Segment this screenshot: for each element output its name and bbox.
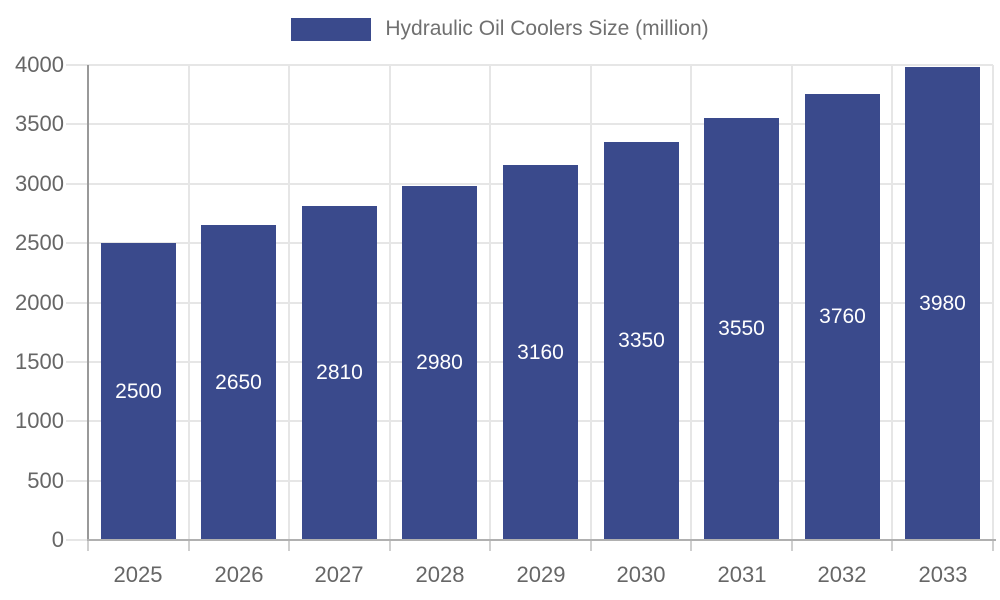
x-axis-tick xyxy=(489,540,491,551)
bar-value-label: 2650 xyxy=(215,370,262,394)
y-axis-label: 3000 xyxy=(15,171,64,196)
bar-value-label: 3350 xyxy=(618,329,665,352)
y-axis-tick xyxy=(66,539,88,541)
y-axis-tick xyxy=(66,302,88,304)
x-gridline xyxy=(188,65,190,540)
y-axis-label: 500 xyxy=(27,468,64,493)
bar-value-label: 3550 xyxy=(718,317,765,340)
y-axis-tick xyxy=(66,64,88,66)
x-axis-label: 2025 xyxy=(113,562,163,587)
x-gridline xyxy=(891,65,893,540)
legend-item[interactable]: Hydraulic Oil Coolers Size (million) xyxy=(0,17,1000,41)
y-axis-label: 1500 xyxy=(15,349,64,374)
x-axis-line xyxy=(87,539,996,541)
bar-2028[interactable]: 2980 xyxy=(402,186,477,540)
x-axis-label: 2028 xyxy=(415,562,465,587)
y-axis-line xyxy=(87,65,89,540)
x-gridline xyxy=(992,65,994,540)
y-axis-label: 1000 xyxy=(15,408,64,433)
bar-2029[interactable]: 3160 xyxy=(503,165,578,540)
y-axis-label: 2000 xyxy=(15,290,64,315)
bar-value-label: 2500 xyxy=(115,379,162,403)
x-gridline xyxy=(590,65,592,540)
x-gridline xyxy=(489,65,491,540)
y-axis-tick xyxy=(66,420,88,422)
x-axis-tick xyxy=(992,540,994,551)
x-axis-tick xyxy=(791,540,793,551)
y-axis-tick xyxy=(66,123,88,125)
x-axis-tick xyxy=(188,540,190,551)
bar-2030[interactable]: 3350 xyxy=(604,142,679,540)
x-axis-label: 2032 xyxy=(817,562,867,587)
y-axis-tick xyxy=(66,480,88,482)
y-axis-tick xyxy=(66,242,88,244)
x-axis-tick xyxy=(590,540,592,551)
bar-value-label: 2980 xyxy=(416,351,463,374)
x-axis-tick xyxy=(891,540,893,551)
x-axis-tick xyxy=(87,540,89,551)
x-axis-label: 2026 xyxy=(214,562,264,587)
y-axis-label: 4000 xyxy=(15,52,64,77)
y-gridline xyxy=(88,123,993,125)
x-gridline xyxy=(791,65,793,540)
y-axis-label: 0 xyxy=(51,527,64,552)
bar-2032[interactable]: 3760 xyxy=(805,94,880,540)
y-axis-label: 2500 xyxy=(15,230,64,255)
y-axis-tick xyxy=(66,361,88,363)
x-axis-label: 2027 xyxy=(314,562,364,587)
y-axis-tick xyxy=(66,183,88,185)
x-gridline xyxy=(389,65,391,540)
x-axis-tick xyxy=(389,540,391,551)
legend-label: Hydraulic Oil Coolers Size (million) xyxy=(385,17,709,40)
bar-value-label: 3980 xyxy=(919,291,966,315)
x-axis-label: 2029 xyxy=(516,562,566,587)
x-axis-label: 2030 xyxy=(616,562,666,587)
bar-2026[interactable]: 2650 xyxy=(201,225,276,540)
x-axis-label: 2031 xyxy=(717,562,767,587)
x-gridline xyxy=(690,65,692,540)
y-axis-label: 3500 xyxy=(15,111,64,136)
legend-swatch xyxy=(291,17,372,41)
bar-2033[interactable]: 3980 xyxy=(905,67,980,540)
bar-value-label: 3760 xyxy=(819,305,866,328)
bar-value-label: 2810 xyxy=(316,361,363,384)
y-gridline xyxy=(88,64,993,66)
x-axis-label: 2033 xyxy=(918,562,968,587)
x-gridline xyxy=(288,65,290,540)
bar-2027[interactable]: 2810 xyxy=(302,206,377,540)
x-axis-tick xyxy=(288,540,290,551)
bar-2025[interactable]: 2500 xyxy=(101,243,176,540)
bar-value-label: 3160 xyxy=(517,340,564,364)
x-axis-tick xyxy=(690,540,692,551)
bar-2031[interactable]: 3550 xyxy=(704,118,779,540)
